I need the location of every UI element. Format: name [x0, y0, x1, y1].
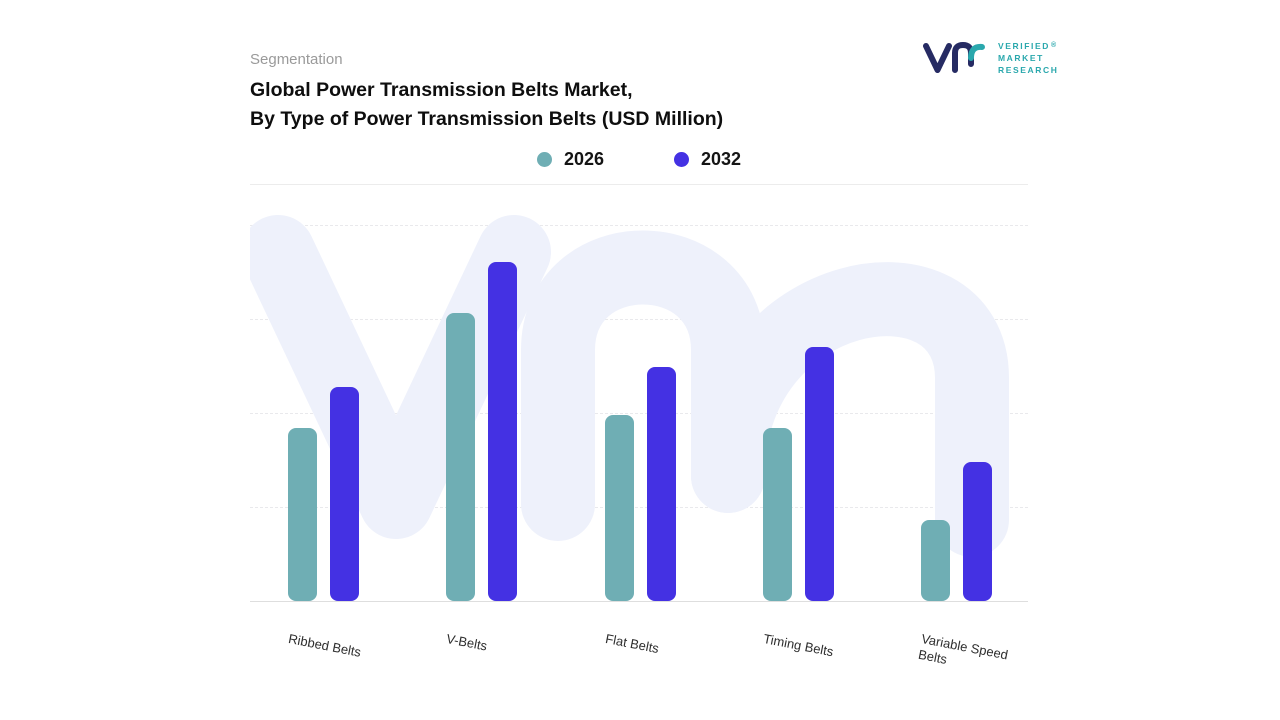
logo-line-research: RESEARCH — [998, 65, 1059, 75]
gridline — [250, 225, 1028, 226]
bar-2026-v-belts — [446, 313, 476, 601]
bar-2026-timing-belts — [762, 428, 792, 601]
bar-2026-flat-belts — [604, 415, 634, 601]
registered-mark: ® — [1051, 42, 1058, 49]
divider-line — [250, 184, 1028, 185]
bar-2032-timing-belts — [804, 347, 834, 601]
legend-label: 2026 — [563, 149, 604, 169]
bar-group-v-belts: V-Belts — [445, 262, 518, 654]
legend-label: 2032 — [701, 149, 742, 169]
legend-dot-icon — [674, 152, 689, 167]
logo-word-verified: VERIFIED — [998, 41, 1051, 51]
bar-group-timing-belts: Timing Belts — [762, 347, 834, 659]
bar-group-ribbed-belts: Ribbed Belts — [287, 387, 362, 660]
legend: 2026 2032 — [250, 149, 1028, 170]
legend-dot-icon — [536, 152, 552, 167]
category-label-ribbed-belts: Ribbed Belts — [287, 631, 363, 660]
vmr-logo-text: VERIFIED® MARKET RESEARCH — [998, 41, 1059, 75]
logo-line-market: MARKET — [998, 53, 1044, 63]
gridline — [250, 507, 1028, 508]
bar-group-variable-speed-belts: Variable Speed Belts — [917, 462, 1009, 667]
gridline — [250, 413, 1028, 414]
vmr-monogram-icon — [923, 42, 985, 73]
category-label-v-belts: V-Belts — [445, 631, 489, 654]
bar-2032-variable-speed-belts — [963, 462, 992, 601]
bar-2026-variable-speed-belts — [921, 520, 950, 601]
category-label-timing-belts: Timing Belts — [761, 631, 835, 660]
logo-line-verified: VERIFIED® — [998, 41, 1059, 51]
bar-group-flat-belts: Flat Belts — [604, 367, 676, 656]
category-label-flat-belts: Flat Belts — [603, 631, 660, 657]
bar-groups: Ribbed Belts V-Belts Flat Belts Timing Belt… — [250, 190, 1028, 667]
bar-2026-ribbed-belts — [288, 428, 317, 601]
bar-2032-v-belts — [488, 262, 518, 601]
chart-title-line1: Global Power Transmission Belts Market, — [250, 79, 633, 101]
chart-title: Global Power Transmission Belts Market, … — [250, 76, 723, 134]
chart-title-line2: By Type of Power Transmission Belts (USD… — [250, 108, 724, 130]
gridline — [250, 319, 1028, 320]
legend-item-2032: 2032 — [674, 149, 741, 170]
vmr-logo: VERIFIED® MARKET RESEARCH — [922, 38, 1059, 78]
bar-2032-ribbed-belts — [330, 387, 359, 601]
segmentation-label: Segmentation — [250, 51, 343, 68]
plot-area: Ribbed Belts V-Belts Flat Belts Timing Belt… — [250, 190, 1028, 667]
bar-2032-flat-belts — [646, 367, 676, 601]
category-label-variable-speed-belts: Variable Speed Belts — [917, 631, 1010, 667]
legend-item-2026: 2026 — [536, 149, 604, 170]
